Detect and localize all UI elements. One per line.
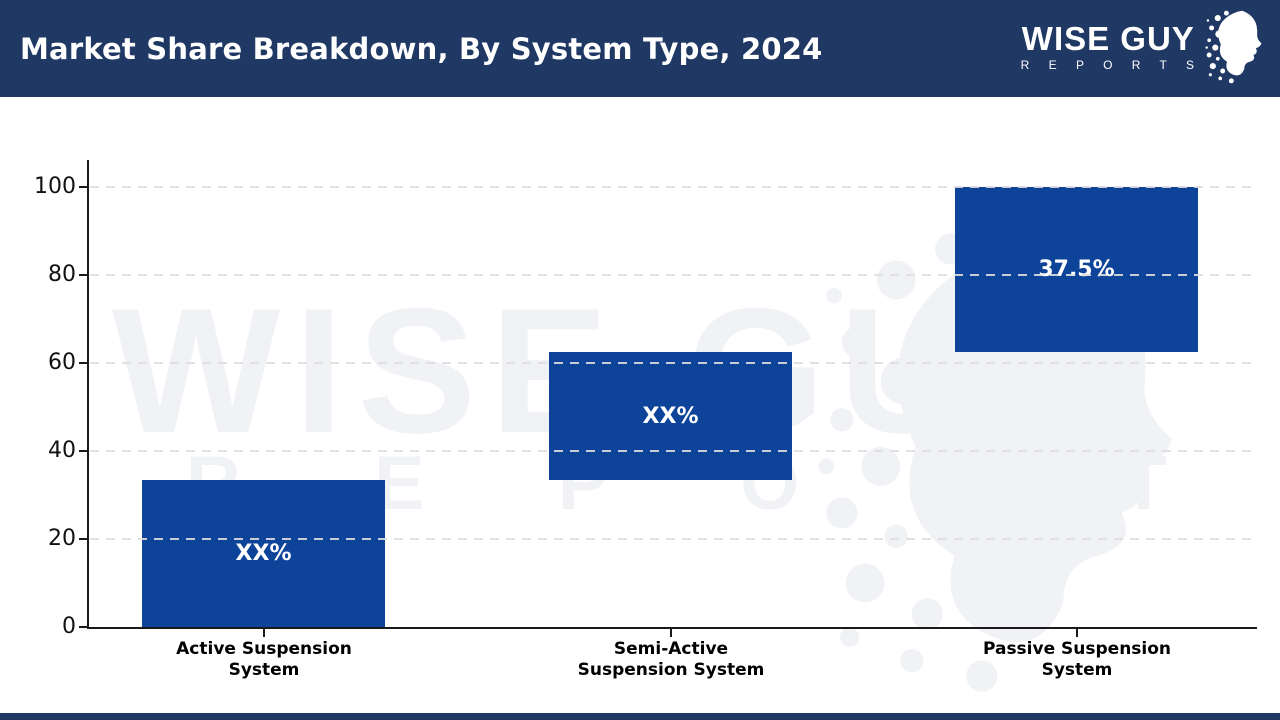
footer-band [0,713,1280,720]
y-axis-line [87,160,89,629]
gridline-80 [90,274,1256,276]
bar-value-label: XX% [235,541,292,566]
category-label-line: System [228,660,300,680]
y-tick-label-80: 80 [48,262,76,287]
category-label-line: Passive Suspension [982,639,1172,659]
y-tick-mark [79,274,87,276]
category-label-line: Suspension System [577,660,765,680]
category-label-line: System [1041,660,1113,680]
y-tick-label-20: 20 [48,526,76,551]
y-tick-mark [79,538,87,540]
logo-subtitle: R E P O R T S [1020,57,1202,72]
wiseguy-logo: WISE GUY R E P O R T S [1015,7,1266,87]
gridline-20 [90,538,1256,540]
header-band: Market Share Breakdown, By System Type, … [0,0,1280,97]
x-tick-mark [1076,629,1078,637]
x-tick-mark [670,629,672,637]
y-tick-mark [79,626,87,628]
y-tick-mark [79,450,87,452]
face-profile-icon [1205,10,1262,84]
bar-passive-suspension: 37.5% [955,187,1198,352]
bar-value-label: XX% [642,403,699,429]
category-label-semi-active: Semi-Active Suspension System [511,639,831,681]
gridline-60 [90,362,1256,364]
logo-wordmark: WISE GUY [1021,20,1195,58]
x-tick-mark [263,629,265,637]
gridline-100 [90,186,1256,188]
bar-value-label: 37.5% [1038,257,1115,282]
bar-active-suspension: XX% [142,480,385,627]
gridline-40 [90,450,1256,452]
y-tick-label-0: 0 [62,614,76,639]
chart-title: Market Share Breakdown, By System Type, … [20,31,823,66]
y-tick-label-100: 100 [34,174,76,199]
y-tick-mark [79,186,87,188]
y-tick-label-40: 40 [48,438,76,463]
y-tick-label-60: 60 [48,350,76,375]
y-tick-mark [79,362,87,364]
logo-text: WISE GUY R E P O R T S [1015,22,1202,72]
category-label-line: Semi-Active [613,639,729,659]
category-label-active: Active Suspension System [104,639,424,681]
bar-semi-active-suspension: XX% [549,352,792,480]
x-axis-line [87,627,1257,629]
category-label-passive: Passive Suspension System [917,639,1237,681]
category-label-line: Active Suspension [176,639,352,659]
